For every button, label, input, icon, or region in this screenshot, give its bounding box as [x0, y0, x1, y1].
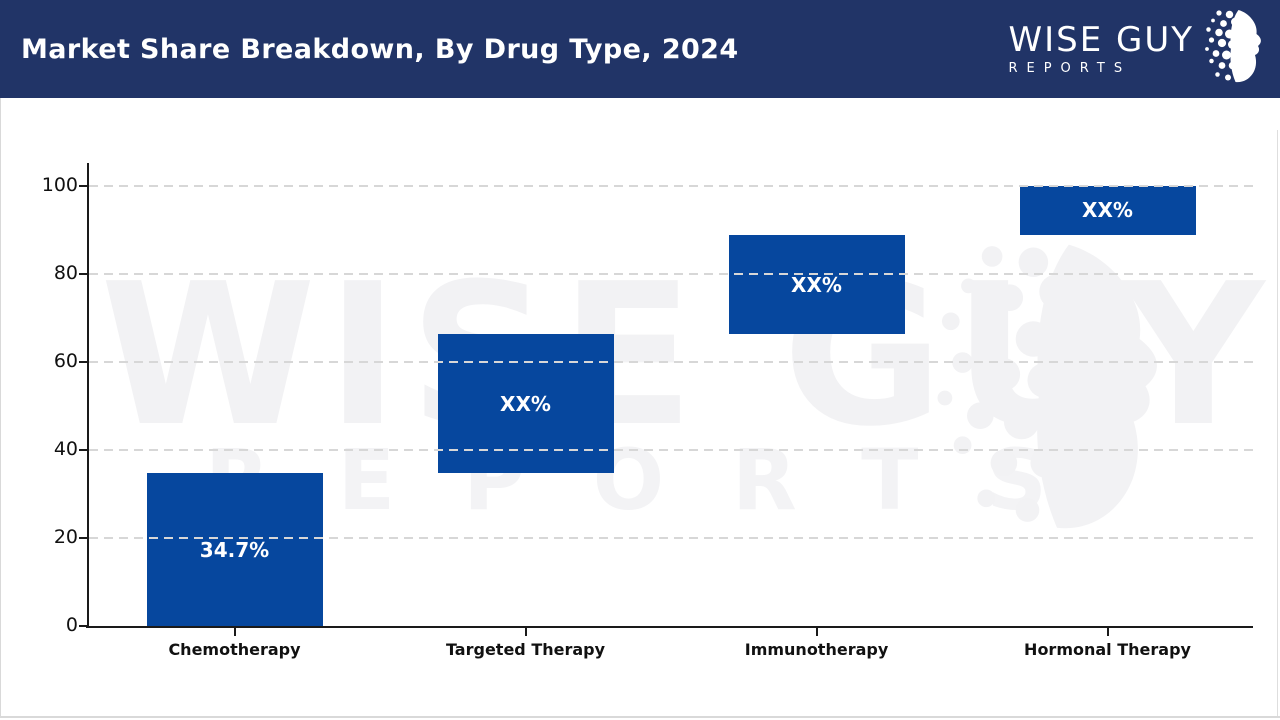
bar-hormonal-therapy: XX%	[1019, 185, 1196, 235]
bar-chemotherapy: 34.7%	[146, 473, 323, 626]
y-tick-label-40: 40	[53, 437, 78, 460]
header-band: Market Share Breakdown, By Drug Type, 20…	[0, 0, 1280, 98]
bar-immunotherapy: XX%	[728, 234, 905, 335]
gridline-100	[89, 184, 1253, 187]
bar-value-label-hormonal-therapy: XX%	[1082, 198, 1133, 223]
x-axis-line	[86, 626, 1253, 628]
y-tick-label-100: 100	[41, 173, 78, 196]
x-tick-mark-hormonal-therapy	[1106, 628, 1109, 636]
gridline-80	[89, 272, 1253, 275]
page-border-left	[0, 98, 1, 717]
y-tick-mark-40	[79, 448, 87, 451]
y-tick-mark-80	[79, 272, 87, 275]
brand-subname: REPORTS	[1008, 61, 1132, 76]
page-title: Market Share Breakdown, By Drug Type, 20…	[21, 33, 739, 65]
bar-value-label-immunotherapy: XX%	[791, 272, 842, 297]
x-tick-label-hormonal-therapy: Hormonal Therapy	[1024, 640, 1191, 659]
page-border-right	[1277, 130, 1278, 717]
y-tick-mark-100	[79, 184, 87, 187]
y-tick-label-0: 0	[65, 614, 78, 636]
x-tick-label-immunotherapy: Immunotherapy	[744, 640, 889, 659]
bar-value-label-targeted-therapy: XX%	[500, 391, 551, 416]
dotted-head-icon	[1205, 10, 1261, 83]
bar-value-label-chemotherapy: 34.7%	[199, 537, 270, 562]
brand-logo: WISE GUY REPORTS	[1008, 7, 1266, 91]
y-tick-mark-0	[79, 625, 87, 627]
gridline-40	[89, 448, 1253, 451]
y-tick-label-80: 80	[53, 261, 78, 284]
y-tick-mark-60	[79, 360, 87, 363]
x-tick-label-targeted-therapy: Targeted Therapy	[445, 640, 606, 659]
x-tick-mark-targeted-therapy	[524, 628, 527, 636]
y-tick-mark-20	[79, 536, 87, 539]
x-tick-mark-immunotherapy	[815, 628, 818, 636]
gridline-60	[89, 360, 1253, 363]
y-tick-label-20: 20	[53, 525, 78, 548]
page-border-bottom	[0, 716, 1280, 718]
gridline-20	[89, 536, 1253, 539]
bar-targeted-therapy: XX%	[437, 334, 614, 474]
watermark-head-icon	[937, 244, 1157, 529]
y-tick-label-60: 60	[53, 349, 78, 372]
x-tick-mark-chemotherapy	[233, 628, 236, 636]
y-axis-line	[87, 163, 89, 628]
x-tick-label-chemotherapy: Chemotherapy	[168, 640, 301, 659]
watermark-text-bottom: REPORTS	[205, 431, 1115, 529]
brand-name: WISE GUY	[1008, 20, 1194, 60]
